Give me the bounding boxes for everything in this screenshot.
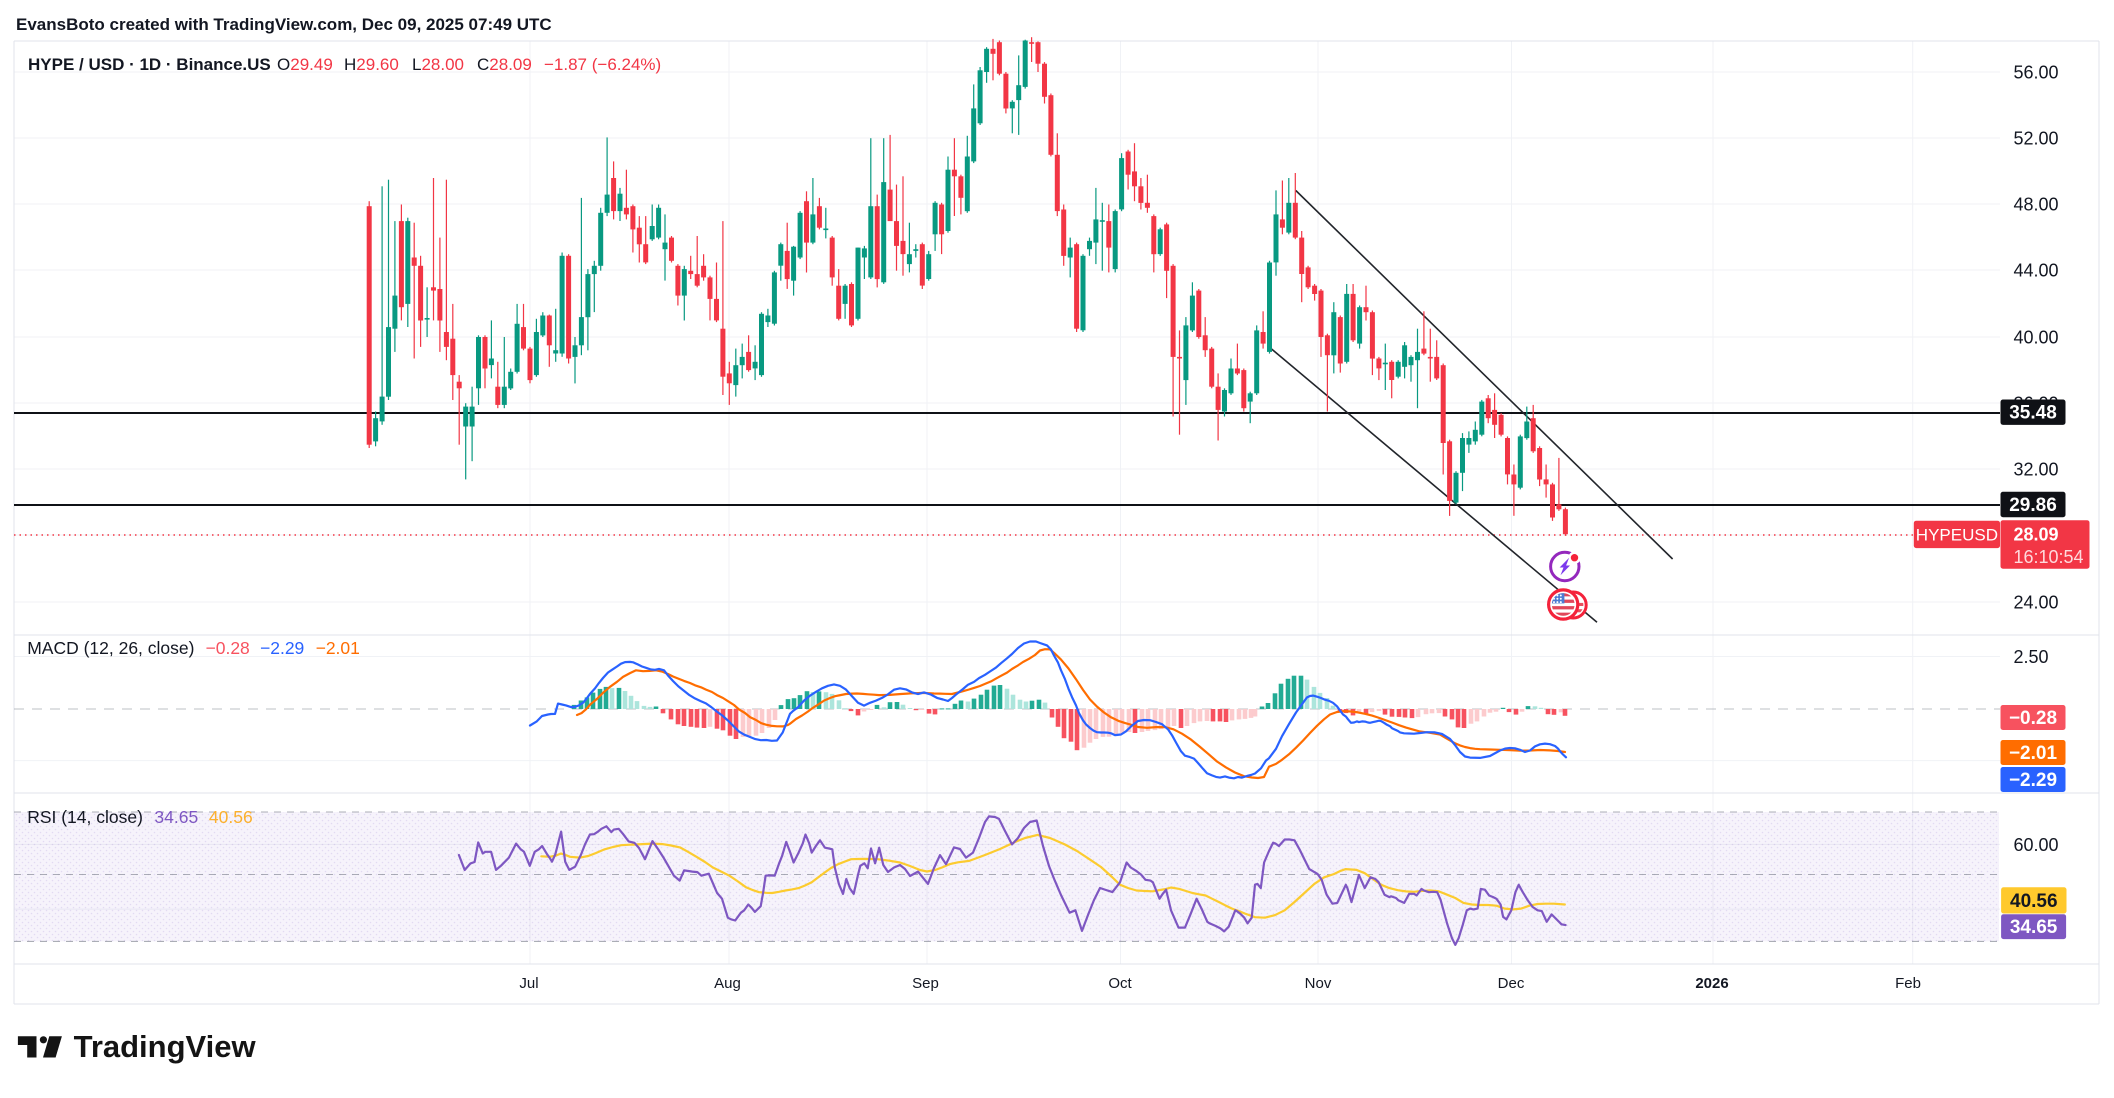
svg-text:−2.29: −2.29 bbox=[2009, 770, 2057, 791]
svg-text:Jul: Jul bbox=[519, 975, 538, 992]
svg-text:29.86: 29.86 bbox=[2009, 495, 2057, 516]
svg-text:Aug: Aug bbox=[714, 975, 741, 992]
svg-text:40.56: 40.56 bbox=[2010, 891, 2058, 912]
svg-text:2026: 2026 bbox=[1695, 975, 1728, 992]
svg-text:48.00: 48.00 bbox=[2014, 195, 2059, 215]
svg-text:EvansBoto created with Trading: EvansBoto created with TradingView.com, … bbox=[16, 15, 552, 34]
svg-text:28.09: 28.09 bbox=[2014, 525, 2059, 545]
svg-text:Oct: Oct bbox=[1108, 975, 1132, 992]
svg-text:HYPEUSD: HYPEUSD bbox=[1916, 526, 1998, 545]
svg-text:32.00: 32.00 bbox=[2014, 460, 2059, 480]
svg-text:2.50: 2.50 bbox=[2014, 647, 2049, 667]
svg-text:44.00: 44.00 bbox=[2014, 261, 2059, 281]
svg-text:40.00: 40.00 bbox=[2014, 328, 2059, 348]
svg-text:35.48: 35.48 bbox=[2009, 403, 2057, 424]
svg-text:60.00: 60.00 bbox=[2014, 835, 2059, 855]
svg-text:Feb: Feb bbox=[1895, 975, 1921, 992]
svg-text:16:10:54: 16:10:54 bbox=[2014, 547, 2084, 567]
svg-text:Dec: Dec bbox=[1498, 975, 1525, 992]
svg-text:34.65: 34.65 bbox=[2010, 917, 2058, 938]
svg-text:24.00: 24.00 bbox=[2014, 593, 2059, 613]
svg-text:Nov: Nov bbox=[1305, 975, 1332, 992]
svg-text:TradingView: TradingView bbox=[74, 1029, 257, 1064]
svg-text:52.00: 52.00 bbox=[2014, 129, 2059, 149]
svg-text:−0.28: −0.28 bbox=[2009, 708, 2057, 729]
svg-text:56.00: 56.00 bbox=[2014, 63, 2059, 83]
svg-text:Sep: Sep bbox=[912, 975, 939, 992]
svg-text:MACD (12, 26, close)−0.28−2.29: MACD (12, 26, close) −0.28 −2.29 −2.01 bbox=[27, 638, 360, 658]
svg-text:−2.01: −2.01 bbox=[2009, 743, 2058, 764]
